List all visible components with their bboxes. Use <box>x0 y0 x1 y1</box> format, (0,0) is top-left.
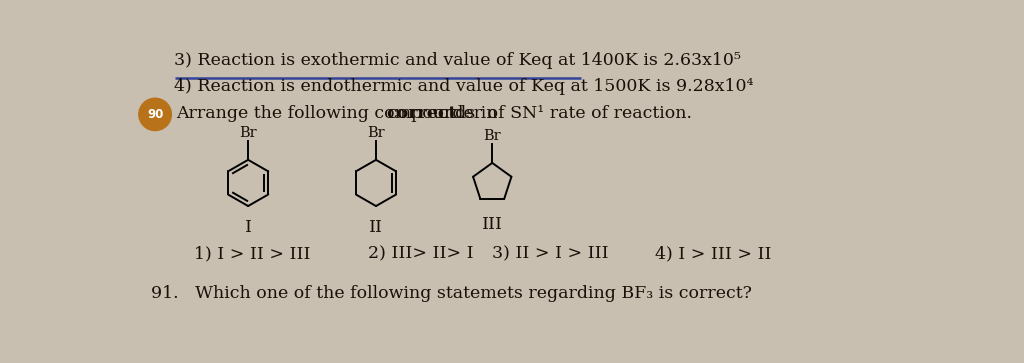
Text: 2) III> II> I: 2) III> II> I <box>369 245 474 262</box>
Text: Br: Br <box>483 129 501 143</box>
Text: order of SN¹ rate of reaction.: order of SN¹ rate of reaction. <box>428 105 691 122</box>
Text: II: II <box>369 219 383 236</box>
Text: correct: correct <box>387 105 457 122</box>
Text: 4) Reaction is endothermic and value of Keq at 1500K is 9.28x10⁴: 4) Reaction is endothermic and value of … <box>174 78 754 95</box>
Text: 90: 90 <box>146 108 163 121</box>
Circle shape <box>139 98 171 131</box>
Text: 1) I > II > III: 1) I > II > III <box>194 245 310 262</box>
Text: Br: Br <box>240 126 257 140</box>
Text: 3) II > I > III: 3) II > I > III <box>493 245 609 262</box>
Text: 3) Reaction is exothermic and value of Keq at 1400K is 2.63x10⁵: 3) Reaction is exothermic and value of K… <box>174 52 741 69</box>
Text: Br: Br <box>368 126 385 140</box>
Text: 4) I > III > II: 4) I > III > II <box>655 245 771 262</box>
Text: III: III <box>481 216 503 233</box>
Text: I: I <box>245 219 252 236</box>
Text: Arrange the following compounds in: Arrange the following compounds in <box>176 105 509 122</box>
Text: 91.   Which one of the following statemets regarding BF₃ is correct?: 91. Which one of the following statemets… <box>152 285 752 302</box>
